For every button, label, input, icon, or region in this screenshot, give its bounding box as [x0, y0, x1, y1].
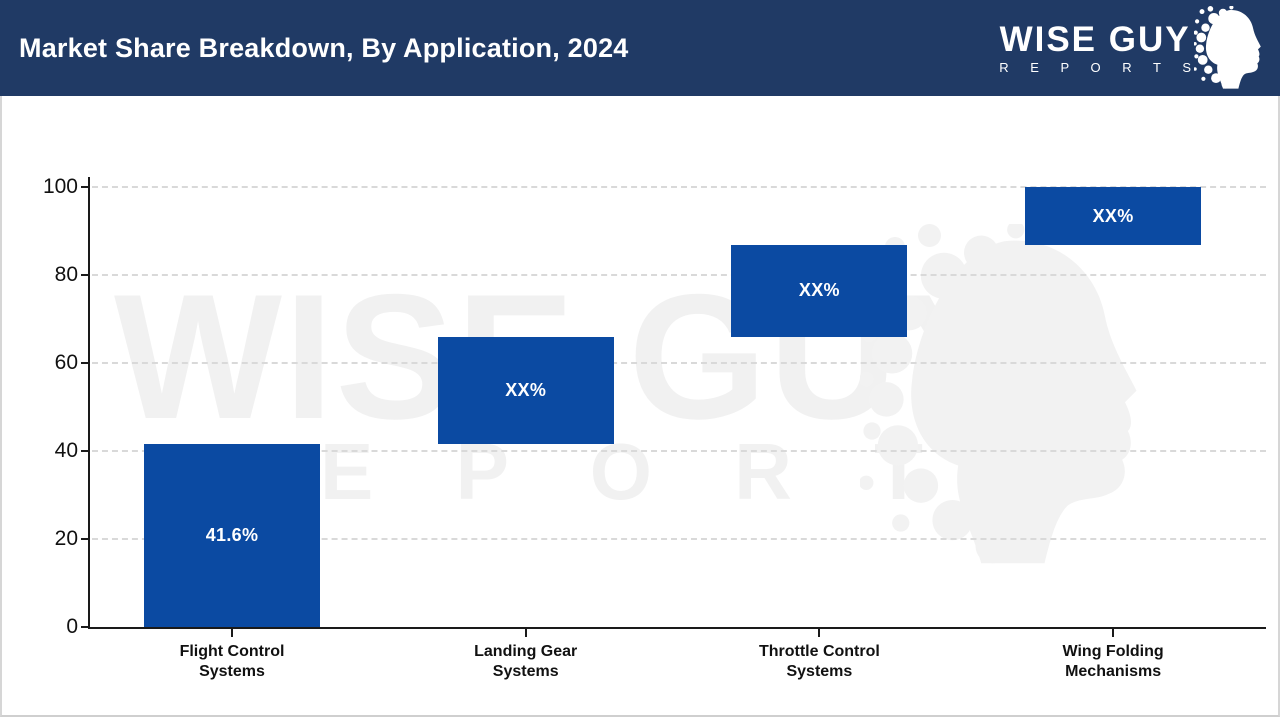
gridline	[92, 274, 1266, 276]
y-axis	[88, 177, 90, 629]
category-label: Wing Folding Mechanisms	[1062, 643, 1164, 680]
x-tick-mark	[1112, 629, 1115, 637]
logo-subtitle: R E P O R T S	[999, 59, 1200, 75]
gridline	[92, 186, 1266, 188]
y-tick-mark	[81, 274, 90, 276]
y-tick-label: 0	[66, 615, 78, 638]
y-tick-label: 40	[54, 439, 78, 462]
wise-guy-logo: WISE GUY R E P O R T S	[990, 6, 1266, 90]
category-label: Landing Gear Systems	[474, 643, 578, 680]
bar-value-label: XX%	[798, 280, 840, 301]
y-tick-label: 100	[42, 175, 78, 198]
y-tick-label: 80	[54, 263, 78, 286]
y-tick-mark	[81, 362, 90, 364]
bar: 41.6%	[144, 443, 320, 627]
logo-wordmark: WISE GUY	[999, 19, 1191, 59]
header-bar: Market Share Breakdown, By Application, …	[0, 0, 1280, 96]
y-tick-mark	[81, 450, 90, 452]
x-tick-mark	[231, 629, 233, 637]
face-profile-icon	[1194, 6, 1266, 90]
bar-value-label: XX%	[505, 379, 547, 400]
y-tick-label: 60	[54, 351, 78, 374]
y-tick-mark	[81, 626, 90, 628]
x-axis	[88, 627, 1266, 629]
y-tick-mark	[81, 186, 90, 188]
bar: XX%	[437, 336, 614, 444]
gridline	[92, 538, 1266, 540]
chart-canvas: WISE GUY R E P O R T S 0 20 40 60 80 100 41.6%…	[0, 96, 1280, 717]
y-tick-label: 20	[54, 527, 78, 550]
x-tick-mark	[524, 629, 527, 637]
category-label: Flight Control Systems	[179, 643, 285, 680]
x-tick-mark	[818, 629, 821, 637]
logo-text: WISE GUY R E P O R T S	[990, 19, 1200, 75]
gridline	[92, 362, 1266, 364]
bar-value-label: 41.6%	[205, 524, 259, 545]
page-title: Market Share Breakdown, By Application, …	[19, 32, 629, 63]
y-tick-mark	[81, 538, 90, 540]
bar: XX%	[1025, 187, 1202, 246]
bar: XX%	[731, 245, 908, 337]
bar-value-label: XX%	[1092, 205, 1134, 226]
gridline	[92, 450, 1266, 452]
category-label: Throttle Control Systems	[758, 643, 880, 680]
